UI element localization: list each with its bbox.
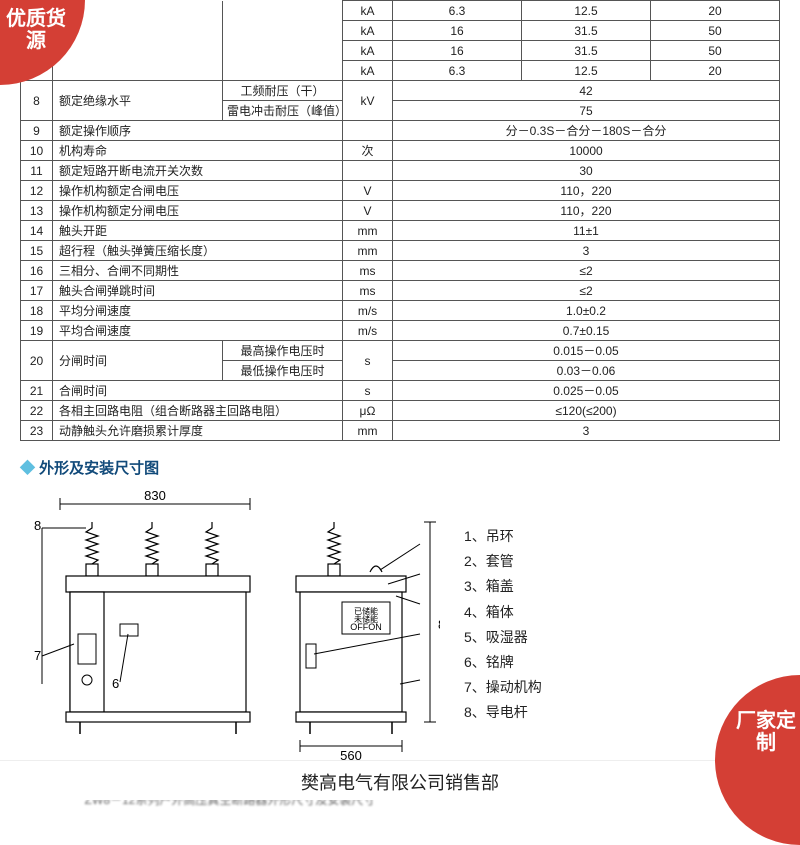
outline-install-diagram: 830	[20, 484, 440, 784]
dim-width: 830	[144, 488, 166, 503]
table-row: 13操作机构额定分闸电压V110，220	[21, 201, 780, 221]
badge-bottom-right: 厂家定制	[710, 670, 800, 760]
table-row: 8额定绝缘水平工频耐压（干）kV42	[21, 81, 780, 101]
table-row: 19平均合闸速度m/s0.7±0.15	[21, 321, 780, 341]
badge-top-left: 优质货源	[0, 0, 90, 90]
table-row: 20分闸时间最高操作电压时s0.015－0.05	[21, 341, 780, 361]
legend-item: 5、吸湿器	[464, 625, 542, 650]
footer-company: 樊高电气有限公司销售部	[0, 760, 800, 800]
table-row: 22各相主回路电阻（组合断路器主回路电阻）μΩ≤120(≤200)	[21, 401, 780, 421]
page-content: kA6.312.520kA1631.550kA1631.550kA6.312.5…	[0, 0, 800, 808]
unstored-label: 未储能	[354, 614, 378, 624]
callout-8: 8	[34, 518, 41, 533]
section-heading: 外形及安装尺寸图	[20, 457, 780, 478]
table-row: 23动静触头允许磨损累计厚度mm3	[21, 421, 780, 441]
legend-item: 7、操动机构	[464, 675, 542, 700]
table-row: 16三相分、合闸不同期性ms≤2	[21, 261, 780, 281]
table-row: kA6.312.520	[21, 1, 780, 21]
table-row: 15超行程（触头弹簧压缩长度）mm3	[21, 241, 780, 261]
table-row: 21合闸时间s0.025－0.05	[21, 381, 780, 401]
table-row: 17触头合闸弹跳时间ms≤2	[21, 281, 780, 301]
dim-height: 817	[438, 617, 440, 632]
table-row: kA1631.550	[21, 41, 780, 61]
legend-item: 4、箱体	[464, 600, 542, 625]
badge-bottom-right-text: 厂家定制	[736, 710, 796, 754]
table-row: kA6.312.520	[21, 61, 780, 81]
callout-7: 7	[34, 648, 41, 663]
table-row: kA1631.550	[21, 21, 780, 41]
table-row: 18平均分闸速度m/s1.0±0.2	[21, 301, 780, 321]
badge-top-left-text: 优质货源	[6, 8, 66, 52]
table-row: 14触头开距mm11±1	[21, 221, 780, 241]
table-row: 9额定操作顺序分－0.3S－合分－180S－合分	[21, 121, 780, 141]
callout-6: 6	[112, 676, 119, 691]
legend-item: 2、套管	[464, 549, 542, 574]
table-row: 12操作机构额定合闸电压V110，220	[21, 181, 780, 201]
badge-arc	[715, 675, 800, 845]
table-row: 11额定短路开断电流开关次数30	[21, 161, 780, 181]
table-row: 10机构寿命次10000	[21, 141, 780, 161]
spec-table: kA6.312.520kA1631.550kA1631.550kA6.312.5…	[20, 0, 780, 441]
legend-item: 6、铭牌	[464, 650, 542, 675]
diagram-legend: 1、吊环2、套管3、箱盖4、箱体5、吸湿器6、铭牌7、操动机构8、导电杆	[464, 484, 542, 726]
legend-item: 3、箱盖	[464, 574, 542, 599]
legend-item: 1、吊环	[464, 524, 542, 549]
legend-item: 8、导电杆	[464, 700, 542, 725]
